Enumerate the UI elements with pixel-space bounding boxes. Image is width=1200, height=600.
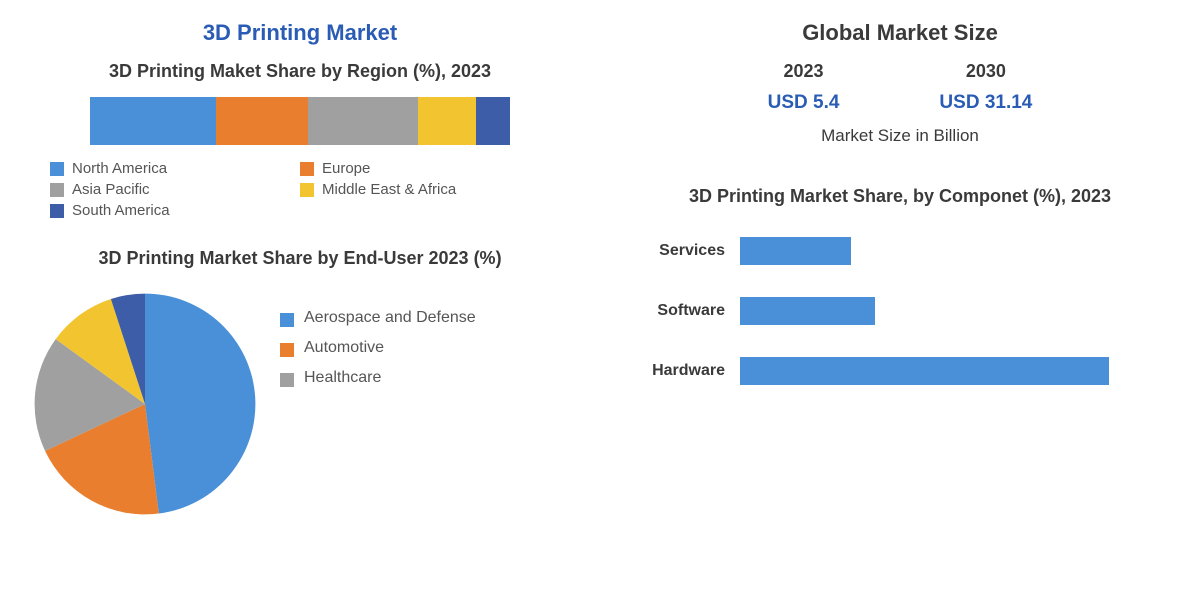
barh-row: Hardware [630,357,1170,385]
barh-label: Services [630,242,740,260]
pie-legend-swatch [280,313,294,327]
market-size-year-1: 2030 [939,61,1032,82]
barh-track [740,237,1170,265]
pie-legend-label: Automotive [304,339,384,357]
region-segment [90,97,216,145]
region-segment [216,97,308,145]
market-size-title: Global Market Size [630,20,1170,46]
barh-bar [740,297,875,325]
barh-label: Software [630,302,740,320]
region-segment [476,97,510,145]
legend-label: South America [72,202,170,219]
legend-item: North America [50,160,300,177]
legend-swatch [50,162,64,176]
enduser-chart-title: 3D Printing Market Share by End-User 202… [30,248,570,269]
region-legend: North America Europe Asia Pacific Middle Ea… [50,160,550,223]
barh-label: Hardware [630,362,740,380]
barh-bar [740,237,851,265]
market-size-value-1: USD 31.14 [939,92,1032,114]
legend-swatch [300,162,314,176]
legend-swatch [300,183,314,197]
market-size-unit: Market Size in Billion [630,126,1170,146]
pie-legend-item: Automotive [280,339,476,357]
legend-label: Asia Pacific [72,181,150,198]
pie-legend-item: Healthcare [280,369,476,387]
pie-legend-item: Aerospace and Defense [280,309,476,327]
main-title: 3D Printing Market [30,20,570,46]
pie-legend-swatch [280,373,294,387]
legend-item: Asia Pacific [50,181,300,198]
legend-item: Europe [300,160,550,177]
legend-item: Middle East & Africa [300,181,550,198]
region-segment [308,97,417,145]
enduser-pie-chart [30,289,260,519]
region-chart-title: 3D Printing Maket Share by Region (%), 2… [30,61,570,82]
legend-swatch [50,204,64,218]
pie-legend-label: Aerospace and Defense [304,309,476,327]
legend-label: Middle East & Africa [322,181,456,198]
region-segment [418,97,477,145]
pie-slice [145,294,255,514]
barh-row: Services [630,237,1170,265]
legend-label: Europe [322,160,370,177]
market-size-year-0: 2023 [768,61,840,82]
pie-legend-swatch [280,343,294,357]
pie-legend-label: Healthcare [304,369,381,387]
barh-bar [740,357,1109,385]
barh-row: Software [630,297,1170,325]
market-size-panel: Global Market Size 2023 USD 5.4 2030 USD… [630,20,1170,146]
market-size-value-0: USD 5.4 [768,92,840,114]
component-chart-title: 3D Printing Market Share, by Componet (%… [630,186,1170,207]
legend-item: South America [50,202,300,219]
legend-label: North America [72,160,167,177]
component-bar-chart: Services Software Hardware [630,237,1170,385]
legend-swatch [50,183,64,197]
barh-track [740,297,1170,325]
barh-track [740,357,1170,385]
enduser-legend: Aerospace and Defense Automotive Healthcar… [280,289,476,399]
region-stacked-bar [90,97,510,145]
